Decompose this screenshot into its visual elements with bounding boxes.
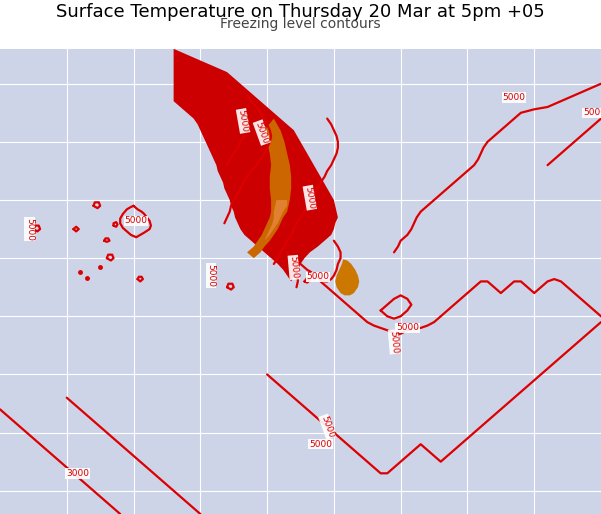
Text: 5000: 5000 [25,217,34,241]
Text: 5000: 5000 [254,120,270,145]
Text: 3000: 3000 [66,469,89,478]
Polygon shape [260,200,287,247]
Text: Freezing level contours: Freezing level contours [220,17,381,31]
Text: 5000: 5000 [583,108,601,117]
Text: 5000: 5000 [207,264,216,287]
Text: 5000: 5000 [388,330,400,354]
Text: Surface Temperature on Thursday 20 Mar at 5pm +05: Surface Temperature on Thursday 20 Mar a… [56,3,545,21]
Text: 5000: 5000 [125,216,148,226]
Text: 5000: 5000 [304,186,316,210]
Polygon shape [247,119,291,258]
Text: 5000: 5000 [237,109,249,133]
Text: 5000: 5000 [319,414,335,439]
Text: 5000: 5000 [288,255,299,279]
Text: 5000: 5000 [309,439,332,449]
Text: 5000: 5000 [396,323,419,333]
Text: 5000: 5000 [307,272,329,281]
Polygon shape [174,49,338,281]
Text: 5000: 5000 [502,93,526,102]
Polygon shape [335,260,359,296]
